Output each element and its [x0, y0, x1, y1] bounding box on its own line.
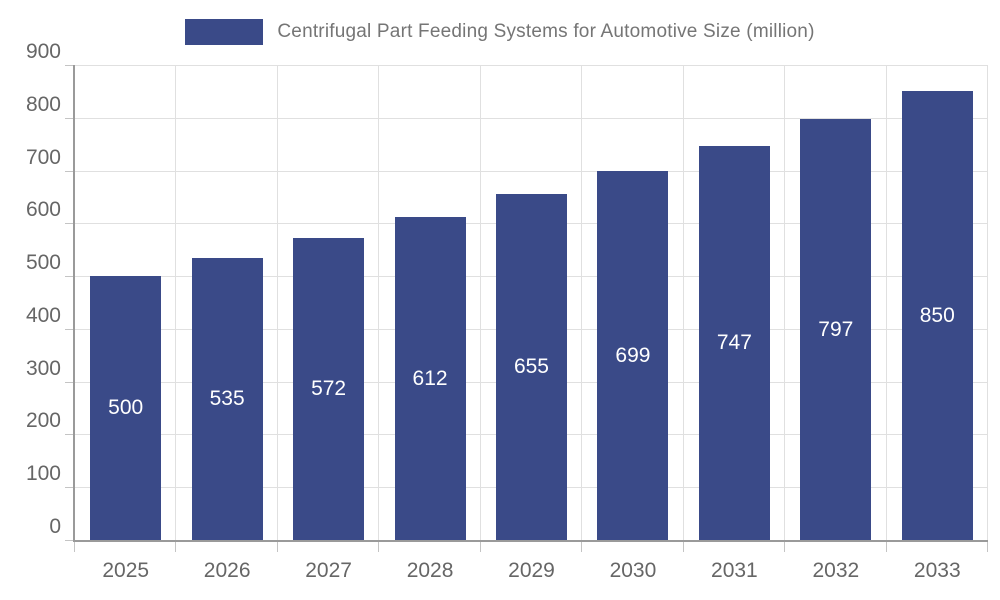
bar: 699 — [597, 171, 669, 540]
y-axis-label: 600 — [25, 198, 61, 222]
y-axis-tick — [65, 223, 75, 225]
x-axis-label: 2030 — [609, 559, 657, 582]
y-axis-label: 700 — [25, 145, 61, 169]
y-axis-label: 800 — [25, 92, 61, 116]
x-axis: 2025 2026 2027 2028 2029 2030 2031 2032 2033 — [74, 542, 988, 600]
gridline-vertical — [784, 65, 786, 540]
y-axis-tick — [65, 328, 75, 330]
legend-label: Centrifugal Part Feeding Systems for Aut… — [277, 21, 815, 42]
y-axis-tick — [65, 170, 75, 172]
y-axis-tick — [65, 65, 75, 66]
gridline-vertical — [885, 65, 887, 540]
y-axis-label: 200 — [25, 409, 61, 433]
y-axis-label: 0 — [49, 515, 61, 538]
bar: 655 — [495, 194, 567, 540]
bar-value-label: 572 — [311, 377, 347, 401]
x-axis-label: 2025 — [102, 559, 150, 582]
bar-value-label: 699 — [615, 343, 651, 367]
x-axis-tick — [987, 542, 988, 552]
x-axis-tick — [784, 542, 786, 552]
y-axis-line — [73, 65, 75, 540]
bar-value-label: 850 — [919, 303, 955, 327]
gridline-vertical — [175, 65, 177, 540]
bar: 612 — [394, 217, 466, 540]
legend-swatch — [185, 19, 264, 45]
y-axis-label: 300 — [25, 356, 61, 380]
x-axis-tick — [378, 542, 380, 552]
bar: 747 — [698, 145, 770, 540]
bar: 850 — [901, 91, 973, 540]
y-axis-label: 900 — [25, 40, 61, 63]
bar: 797 — [800, 119, 872, 540]
x-axis-tick — [175, 542, 177, 552]
x-axis-label: 2027 — [305, 559, 352, 582]
x-axis-line — [73, 540, 988, 542]
gridline-vertical — [276, 65, 278, 540]
y-axis: 0 100 200 300 400 500 600 700 800 900 — [0, 40, 75, 541]
y-axis-label: 500 — [25, 251, 61, 275]
bar: 572 — [293, 238, 365, 540]
y-axis-label: 400 — [25, 303, 61, 327]
x-axis-tick — [885, 542, 887, 552]
y-axis-tick — [65, 487, 75, 489]
x-axis-tick — [276, 542, 278, 552]
x-axis-label: 2029 — [508, 559, 555, 582]
gridline-horizontal — [75, 170, 988, 172]
x-axis-label: 2032 — [812, 559, 860, 582]
gridline-vertical — [987, 65, 988, 540]
plot-area: 500 535 572 612 655 699 747 797 850 — [73, 65, 988, 542]
gridline-vertical — [581, 65, 583, 540]
gridline-vertical — [479, 65, 481, 540]
gridline-vertical — [682, 65, 684, 540]
bar: 535 — [191, 257, 263, 540]
x-axis-tick — [682, 542, 684, 552]
y-axis-tick — [65, 276, 75, 278]
bar-value-label: 535 — [209, 386, 245, 410]
x-axis-tick — [581, 542, 583, 552]
y-axis-tick — [65, 434, 75, 436]
y-axis-tick — [65, 540, 75, 541]
bar-value-label: 797 — [818, 317, 854, 341]
bar-value-label: 747 — [716, 330, 752, 354]
x-axis-tick — [479, 542, 481, 552]
gridline-horizontal — [75, 117, 988, 119]
y-axis-label: 100 — [25, 462, 61, 486]
x-axis-label: 2026 — [203, 559, 251, 582]
y-axis-tick — [65, 117, 75, 119]
bar-value-label: 612 — [412, 366, 448, 390]
x-axis-label: 2033 — [913, 559, 961, 582]
y-axis-tick — [65, 381, 75, 383]
bar-value-label: 500 — [108, 396, 144, 420]
x-axis-label: 2028 — [406, 559, 454, 582]
bar: 500 — [90, 276, 162, 540]
x-axis-label: 2031 — [711, 559, 758, 582]
legend: Centrifugal Part Feeding Systems for Aut… — [0, 19, 1000, 45]
x-axis-tick — [74, 542, 75, 552]
gridline-vertical — [378, 65, 380, 540]
gridline-horizontal — [75, 65, 988, 66]
bar-value-label: 655 — [513, 355, 549, 379]
